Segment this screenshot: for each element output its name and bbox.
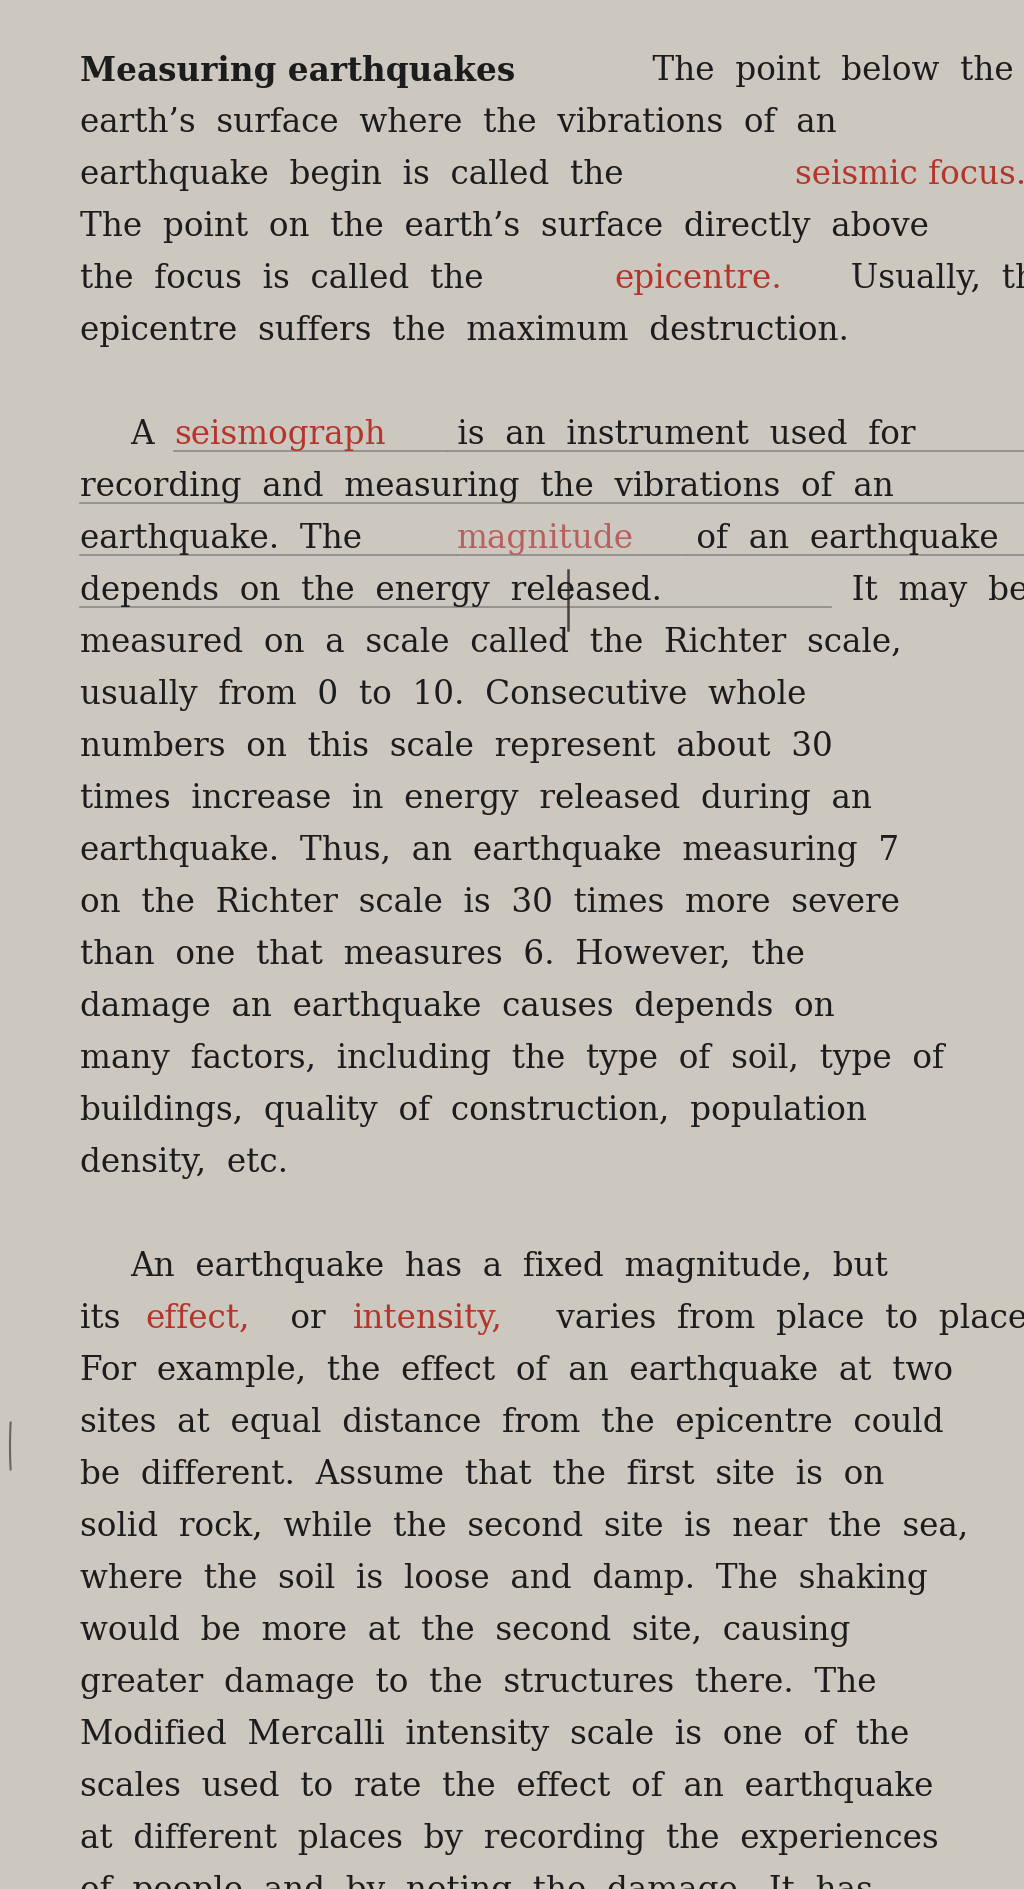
Text: seismic focus.: seismic focus. <box>795 159 1024 191</box>
Text: be  different.  Assume  that  the  first  site  is  on: be different. Assume that the first site… <box>80 1458 885 1490</box>
Text: where  the  soil  is  loose  and  damp.  The  shaking: where the soil is loose and damp. The sh… <box>80 1562 928 1594</box>
Text: A: A <box>130 419 164 451</box>
Text: many  factors,  including  the  type  of  soil,  type  of: many factors, including the type of soil… <box>80 1043 944 1075</box>
Text: of  people  and  by  noting  the  damage.  It  has: of people and by noting the damage. It h… <box>80 1874 872 1889</box>
Text: the  focus  is  called  the: the focus is called the <box>80 263 494 295</box>
Text: would  be  more  at  the  second  site,  causing: would be more at the second site, causin… <box>80 1613 850 1645</box>
Text: magnitude: magnitude <box>458 523 634 555</box>
Text: damage  an  earthquake  causes  depends  on: damage an earthquake causes depends on <box>80 990 835 1022</box>
Text: measured  on  a  scale  called  the  Richter  scale,: measured on a scale called the Richter s… <box>80 627 901 659</box>
Text: or: or <box>281 1302 336 1334</box>
Text: of  an  earthquake: of an earthquake <box>686 523 998 555</box>
Text: Measuring earthquakes: Measuring earthquakes <box>80 55 515 89</box>
Text: epicentre  suffers  the  maximum  destruction.: epicentre suffers the maximum destructio… <box>80 315 849 348</box>
Text: intensity,: intensity, <box>352 1302 503 1334</box>
Text: Modified  Mercalli  intensity  scale  is  one  of  the: Modified Mercalli intensity scale is one… <box>80 1719 909 1749</box>
Text: The  point  below  the: The point below the <box>642 55 1013 87</box>
Text: at  different  places  by  recording  the  experiences: at different places by recording the exp… <box>80 1823 939 1853</box>
Text: recording  and  measuring  the  vibrations  of  an: recording and measuring the vibrations o… <box>80 470 894 502</box>
Text: earthquake  begin  is  called  the: earthquake begin is called the <box>80 159 634 191</box>
Text: its: its <box>80 1302 131 1334</box>
Text: usually  from  0  to  10.  Consecutive  whole: usually from 0 to 10. Consecutive whole <box>80 678 806 710</box>
Text: on  the  Richter  scale  is  30  times  more  severe: on the Richter scale is 30 times more se… <box>80 886 900 918</box>
Text: For  example,  the  effect  of  an  earthquake  at  two: For example, the effect of an earthquake… <box>80 1354 953 1387</box>
Text: epicentre.: epicentre. <box>614 263 781 295</box>
Text: It  may  be: It may be <box>830 574 1024 606</box>
Text: seismograph: seismograph <box>174 419 385 451</box>
Text: effect,: effect, <box>145 1302 250 1334</box>
Text: buildings,  quality  of  construction,  population: buildings, quality of construction, popu… <box>80 1094 867 1126</box>
Text: density,  etc.: density, etc. <box>80 1147 288 1179</box>
Text: depends  on  the  energy  released.: depends on the energy released. <box>80 574 662 606</box>
Text: greater  damage  to  the  structures  there.  The: greater damage to the structures there. … <box>80 1666 877 1698</box>
Text: sites  at  equal  distance  from  the  epicentre  could: sites at equal distance from the epicent… <box>80 1405 944 1438</box>
Text: numbers  on  this  scale  represent  about  30: numbers on this scale represent about 30 <box>80 731 833 763</box>
Text: earthquake.  The: earthquake. The <box>80 523 373 555</box>
Text: than  one  that  measures  6.  However,  the: than one that measures 6. However, the <box>80 939 805 971</box>
Text: earth’s  surface  where  the  vibrations  of  an: earth’s surface where the vibrations of … <box>80 108 837 140</box>
Text: The  point  on  the  earth’s  surface  directly  above: The point on the earth’s surface directl… <box>80 212 929 244</box>
Text: Usually,  the: Usually, the <box>830 263 1024 295</box>
Text: is  an  instrument  used  for: is an instrument used for <box>446 419 915 451</box>
Text: earthquake.  Thus,  an  earthquake  measuring  7: earthquake. Thus, an earthquake measurin… <box>80 835 899 867</box>
Text: varies  from  place  to  place.: varies from place to place. <box>546 1302 1024 1334</box>
Text: times  increase  in  energy  released  during  an: times increase in energy released during… <box>80 782 871 814</box>
Text: scales  used  to  rate  the  effect  of  an  earthquake: scales used to rate the effect of an ear… <box>80 1770 933 1802</box>
Text: solid  rock,  while  the  second  site  is  near  the  sea,: solid rock, while the second site is nea… <box>80 1509 969 1541</box>
Text: An  earthquake  has  a  fixed  magnitude,  but: An earthquake has a fixed magnitude, but <box>130 1251 888 1283</box>
